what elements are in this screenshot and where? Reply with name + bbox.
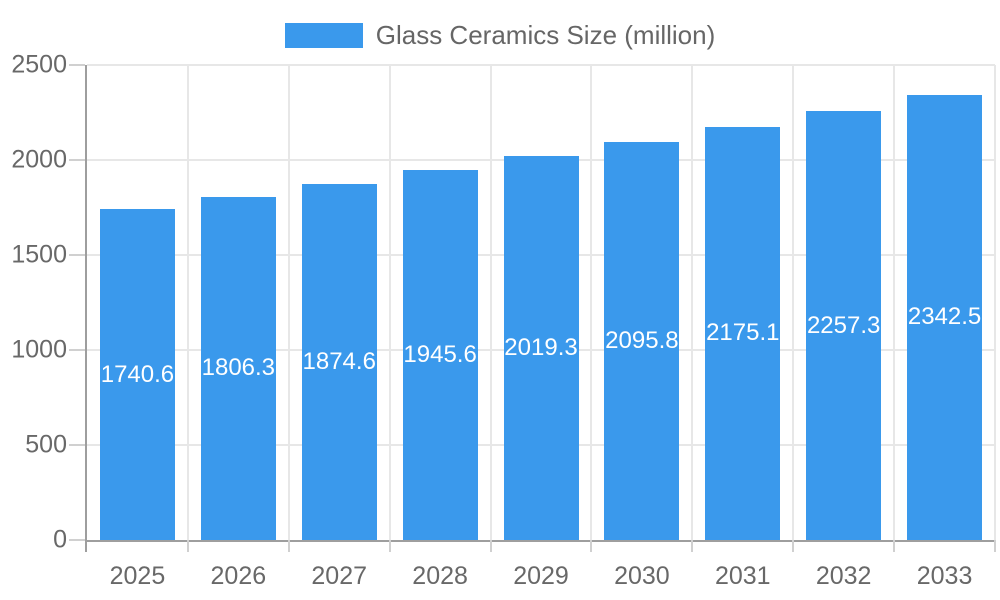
y-axis-tick bbox=[69, 349, 85, 351]
y-axis-label: 1000 bbox=[11, 335, 67, 364]
x-axis-tick bbox=[994, 540, 996, 552]
y-axis-label: 2000 bbox=[11, 145, 67, 174]
y-axis-label: 0 bbox=[53, 525, 67, 554]
legend-label: Glass Ceramics Size (million) bbox=[375, 20, 716, 50]
x-axis-label: 2026 bbox=[210, 562, 267, 590]
bar-value-label: 1806.3 bbox=[201, 354, 276, 382]
bar-value-label: 1874.6 bbox=[302, 347, 376, 375]
y-axis-tick bbox=[69, 159, 85, 161]
bar[interactable]: 2095.8 bbox=[604, 141, 680, 540]
gridline-vertical bbox=[691, 65, 694, 540]
x-axis-tick bbox=[388, 540, 391, 552]
x-axis-tick bbox=[792, 540, 795, 552]
bar[interactable]: 2019.3 bbox=[503, 156, 579, 540]
plot-area: 1740.6 1806.3 1874.6 1945.6 2019.3 2095.8 2175… bbox=[85, 64, 996, 542]
x-axis-tick bbox=[893, 540, 896, 552]
gridline-horizontal bbox=[87, 64, 995, 66]
gridline-vertical bbox=[792, 65, 795, 540]
x-axis-tick bbox=[590, 540, 593, 552]
bar-value-label: 2257.3 bbox=[806, 311, 881, 339]
bar-value-label: 2095.8 bbox=[605, 326, 679, 354]
x-axis-tick bbox=[691, 540, 694, 552]
y-axis-tick bbox=[69, 254, 85, 256]
bar-value-label: 2019.3 bbox=[504, 334, 578, 362]
x-axis-label: 2030 bbox=[614, 562, 670, 590]
bar-value-label: 2175.1 bbox=[706, 319, 780, 347]
bar[interactable]: 2257.3 bbox=[806, 111, 882, 540]
y-axis-tick bbox=[69, 64, 85, 66]
bar[interactable]: 2342.5 bbox=[907, 94, 983, 540]
bar-value-label: 2342.5 bbox=[907, 303, 982, 331]
legend-swatch bbox=[284, 23, 363, 48]
legend[interactable]: Glass Ceramics Size (million) bbox=[0, 20, 1000, 51]
bar[interactable]: 2175.1 bbox=[705, 126, 781, 540]
y-axis-tick bbox=[69, 539, 85, 541]
gridline-vertical bbox=[287, 65, 290, 540]
y-axis-tick bbox=[69, 444, 85, 446]
bar[interactable]: 1806.3 bbox=[200, 196, 276, 540]
x-axis-label: 2031 bbox=[714, 562, 771, 590]
y-axis-label: 500 bbox=[25, 430, 67, 459]
x-axis-label: 2025 bbox=[109, 562, 166, 590]
x-axis-label: 2028 bbox=[412, 562, 468, 590]
bar-value-label: 1740.6 bbox=[100, 360, 175, 388]
bar[interactable]: 1740.6 bbox=[99, 209, 175, 540]
y-axis-label: 1500 bbox=[11, 240, 67, 269]
x-axis-tick bbox=[186, 540, 189, 552]
bar[interactable]: 1874.6 bbox=[301, 183, 377, 540]
gridline-vertical bbox=[186, 65, 189, 540]
x-axis-tick bbox=[489, 540, 492, 552]
gridline-vertical bbox=[489, 65, 492, 540]
x-axis-label: 2033 bbox=[916, 562, 973, 590]
gridline-vertical bbox=[590, 65, 593, 540]
x-axis-label: 2032 bbox=[815, 562, 872, 590]
y-axis-label: 2500 bbox=[11, 50, 67, 79]
gridline-vertical bbox=[893, 65, 896, 540]
x-axis-label: 2027 bbox=[311, 562, 368, 590]
gridline-vertical bbox=[994, 65, 996, 540]
y-axis-bottom-tick bbox=[85, 540, 87, 552]
bar[interactable]: 1945.6 bbox=[402, 170, 478, 540]
bar-value-label: 1945.6 bbox=[403, 341, 477, 369]
gridline-vertical bbox=[388, 65, 391, 540]
x-axis-label: 2029 bbox=[513, 562, 569, 590]
x-axis-tick bbox=[287, 540, 290, 552]
